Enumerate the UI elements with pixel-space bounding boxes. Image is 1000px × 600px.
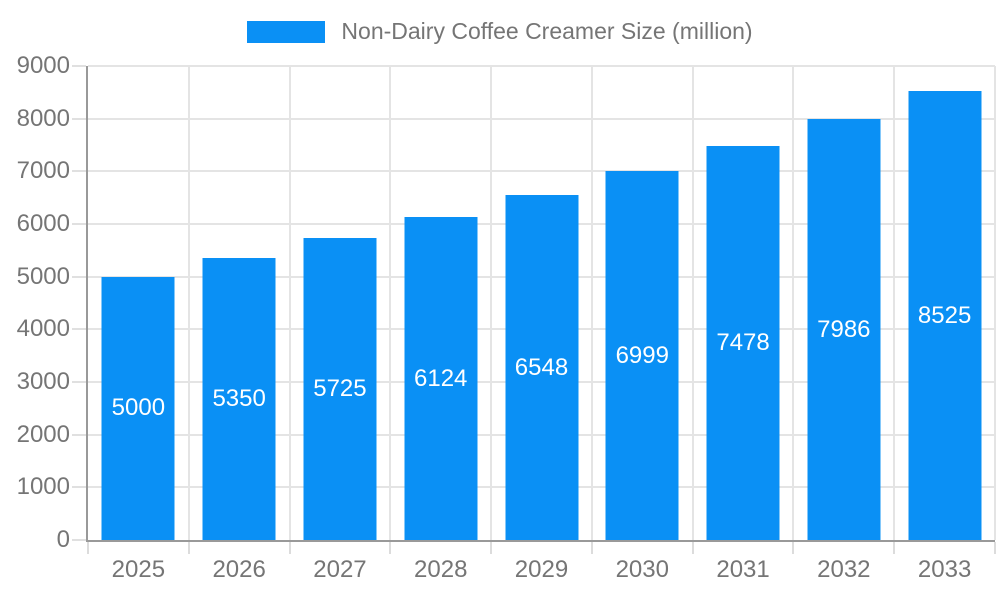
y-axis-label: 2000 [16,420,70,448]
x-axis-tick [691,542,694,554]
y-axis-label: 4000 [16,315,70,343]
gridline-vertical [792,66,795,540]
gridline-vertical [590,66,593,540]
y-axis-label: 3000 [16,368,70,395]
bar-value-label: 7986 [817,315,871,343]
x-axis-tick [87,542,89,554]
y-axis-label: 0 [56,526,70,553]
x-axis-label: 2027 [313,556,367,583]
x-axis-tick [893,542,896,554]
x-axis-tick [994,542,996,554]
x-axis-label: 2028 [414,556,468,583]
gridline-vertical [187,66,190,540]
bar-value-label: 7478 [716,329,770,357]
y-axis-tick [72,170,86,173]
y-axis-line [86,66,88,542]
bar-value-label: 8525 [917,301,972,329]
gridline-vertical [490,66,493,540]
bar-2030[interactable]: 6999 [605,171,679,540]
y-axis-label: 8000 [16,104,70,132]
bar-value-label: 5350 [212,385,266,413]
legend-swatch [247,20,326,43]
gridline-vertical [288,66,291,540]
gridline-vertical [994,66,996,540]
x-axis-label: 2031 [716,556,770,583]
plot-area: 5000 5350 5725 6124 6548 6999 7478 7986 8525 [88,65,996,540]
bar-2032[interactable]: 7986 [807,119,881,540]
legend-label: Non-Dairy Coffee Creamer Size (million) [341,18,753,44]
y-axis-tick [72,275,86,278]
y-axis-tick [72,486,86,489]
gridline-horizontal [88,170,995,173]
gridline-vertical [691,66,694,540]
y-axis-tick [72,223,86,225]
bar-2028[interactable]: 6124 [404,217,478,540]
bar-2029[interactable]: 6548 [505,195,578,540]
bar-value-label: 5000 [111,394,166,422]
y-axis-label: 1000 [16,473,70,501]
gridline-vertical [389,66,392,540]
x-axis-tick [187,542,190,554]
x-axis-tick [490,542,493,554]
bar-2033[interactable]: 8525 [908,91,982,540]
x-axis-tick [590,542,593,554]
y-axis-tick [72,117,86,120]
x-axis-label: 2025 [111,556,166,583]
bar-2026[interactable]: 5350 [202,258,276,540]
bar-value-label: 6124 [414,364,468,392]
y-axis-tick [72,539,86,541]
x-axis-tick [389,542,392,554]
x-axis-label: 2026 [212,556,266,583]
x-axis-line [86,540,995,542]
bar-2031[interactable]: 7478 [706,146,780,540]
x-axis-label: 2030 [615,556,669,583]
bar-2025[interactable]: 5000 [101,276,175,540]
x-axis-label: 2032 [817,556,871,583]
gridline-vertical [893,66,896,540]
bar-value-label: 5725 [313,375,367,403]
x-axis-tick [288,542,291,554]
y-axis-tick [72,381,86,383]
gridline-horizontal [88,65,995,67]
y-axis-label: 9000 [16,52,70,79]
y-axis-tick [72,65,86,67]
chart-legend[interactable]: Non-Dairy Coffee Creamer Size (million) [0,18,1000,45]
y-axis-tick [72,433,86,436]
gridline-horizontal [88,117,995,120]
bar-value-label: 6548 [514,353,569,381]
y-axis-label: 5000 [16,262,70,290]
y-axis-tick [72,328,86,331]
y-axis-label: 6000 [16,210,70,237]
x-axis-tick [792,542,795,554]
x-axis-label: 2033 [917,556,972,583]
x-axis-label: 2029 [514,556,569,583]
bar-value-label: 6999 [615,341,669,369]
bar-2027[interactable]: 5725 [303,238,377,540]
y-axis-label: 7000 [16,157,70,185]
